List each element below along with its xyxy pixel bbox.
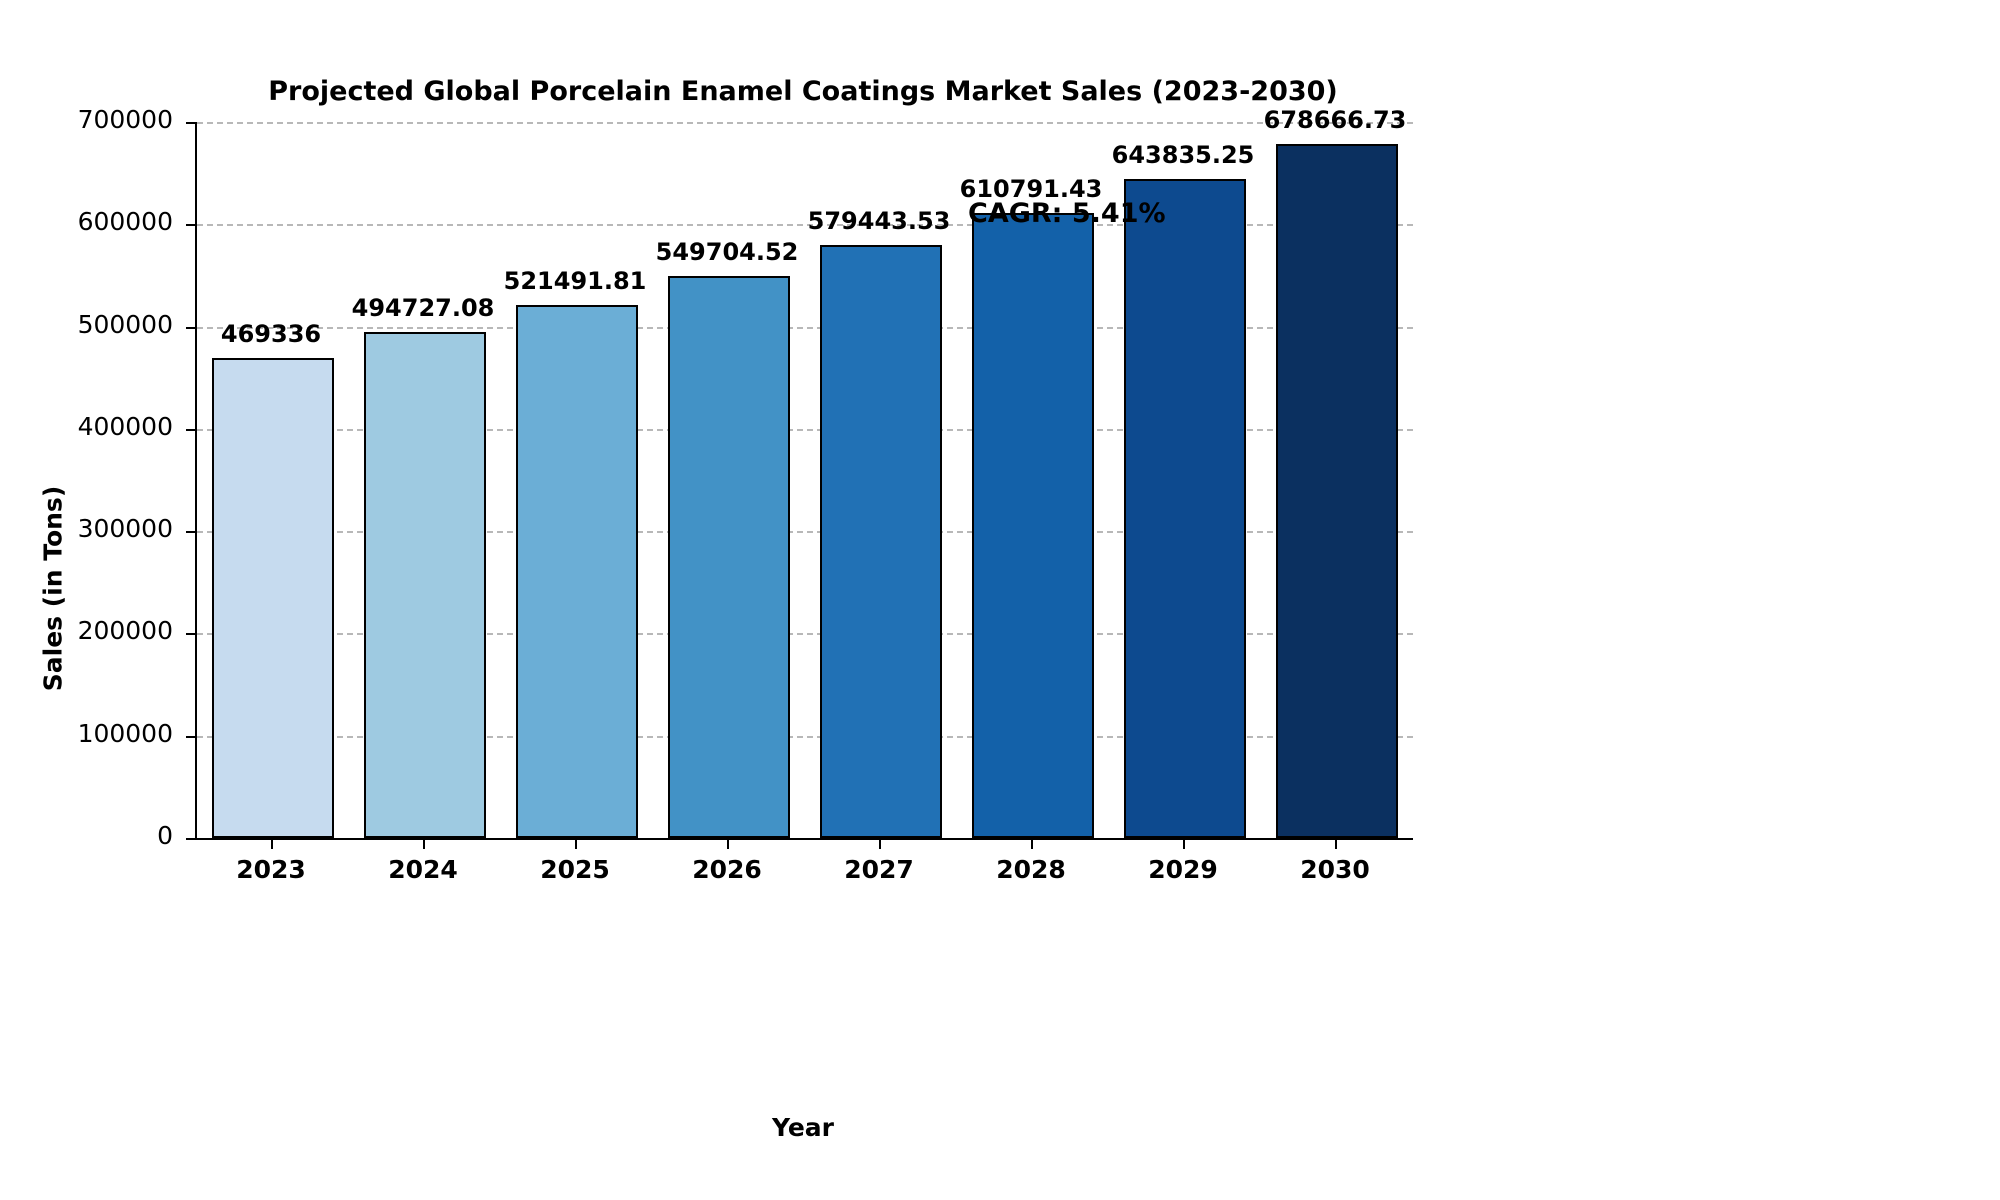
y-tick-mark: [186, 735, 195, 738]
bar[interactable]: [820, 245, 942, 838]
y-axis-label: Sales (in Tons): [38, 485, 68, 692]
y-tick-label: 700000: [77, 105, 173, 134]
y-tick-mark: [186, 122, 195, 124]
bar[interactable]: [1276, 143, 1398, 838]
bar[interactable]: [212, 357, 334, 838]
x-tick-label: 2025: [540, 855, 610, 884]
bar-value-label: 521491.81: [503, 266, 647, 295]
cagr-annotation: CAGR: 5.41%: [968, 198, 1166, 229]
bar-value-label: 643835.25: [1111, 141, 1255, 170]
bar-value-label: 579443.53: [807, 207, 951, 236]
bar-value-label: 549704.52: [655, 237, 799, 266]
x-tick-mark: [271, 840, 273, 849]
x-tick-mark: [1335, 840, 1337, 849]
bar-value-label: 469336: [220, 319, 322, 348]
bar[interactable]: [516, 304, 638, 838]
bar[interactable]: [972, 213, 1094, 838]
x-tick-mark: [575, 840, 577, 849]
x-tick-mark: [423, 840, 425, 849]
plot-area: [195, 122, 1413, 840]
x-tick-label: 2029: [1148, 855, 1218, 884]
y-tick-mark: [186, 224, 195, 227]
x-tick-mark: [727, 840, 729, 849]
y-tick-label: 100000: [77, 718, 173, 748]
x-tick-mark: [1031, 840, 1033, 849]
y-tick-label: 500000: [77, 309, 173, 339]
y-tick-label: 300000: [77, 514, 173, 544]
x-tick-label: 2024: [388, 855, 458, 884]
bar-value-label: 678666.73: [1263, 105, 1407, 134]
x-tick-mark: [1183, 840, 1185, 849]
y-tick-mark: [186, 838, 195, 840]
y-tick-label: 600000: [77, 207, 173, 237]
bar-value-label: 494727.08: [351, 293, 495, 322]
bar[interactable]: [668, 275, 790, 838]
x-tick-mark: [879, 840, 881, 849]
bars-group: [197, 122, 1413, 838]
x-tick-label: 2023: [236, 855, 306, 884]
x-tick-label: 2026: [692, 855, 762, 884]
y-tick-mark: [186, 428, 195, 431]
y-tick-label: 400000: [77, 411, 173, 441]
y-tick-label: 0: [157, 821, 173, 850]
y-tick-mark: [186, 531, 195, 534]
y-tick-label: 200000: [77, 616, 173, 646]
x-tick-label: 2028: [996, 855, 1066, 884]
chart-title: Projected Global Porcelain Enamel Coatin…: [268, 76, 1338, 107]
x-tick-label: 2030: [1300, 855, 1370, 884]
y-tick-mark: [186, 326, 195, 329]
bar[interactable]: [1124, 179, 1246, 838]
bar-value-label: 610791.43: [959, 175, 1103, 204]
x-axis-label: Year: [772, 1113, 834, 1142]
y-tick-mark: [186, 633, 195, 636]
bar[interactable]: [364, 331, 486, 838]
x-tick-label: 2027: [844, 855, 914, 884]
